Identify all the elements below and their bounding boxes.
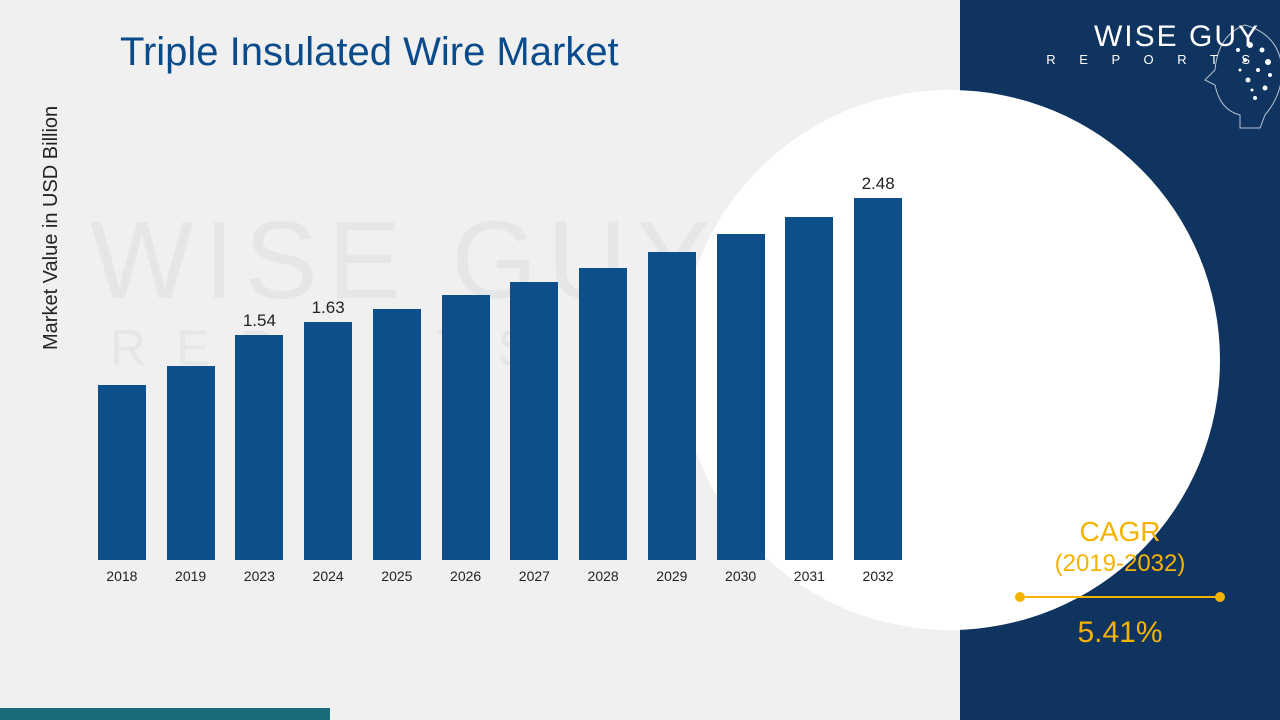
bar-rect [98,385,146,560]
bar-x-label: 2031 [794,568,825,584]
bar-slot: 2031 [783,213,837,560]
bar-rect [854,198,902,560]
bar-rect [167,366,215,560]
bar-slot: 1.542023 [233,311,287,560]
bar-slot: 2028 [576,264,630,560]
bar-slot: 2018 [95,381,149,560]
bar-rect [510,282,558,560]
bar-x-label: 2026 [450,568,481,584]
bar-chart: Market Value in USD Billion 201820191.54… [50,150,910,590]
bar-rect [648,252,696,560]
bar-x-label: 2023 [244,568,275,584]
bar-rect [304,322,352,560]
cagr-block: CAGR (2019-2032) 5.41% [1000,516,1240,650]
bar-x-label: 2028 [588,568,619,584]
cagr-years: (2019-2032) [1000,550,1240,578]
bar-rect [717,234,765,560]
brand-logo: WISE GUY R E P O R T S [1046,20,1260,67]
bar-slot: 2019 [164,362,218,560]
bar-x-label: 2027 [519,568,550,584]
bar-x-label: 2025 [381,568,412,584]
bar-slot: 2025 [370,305,424,560]
bar-x-label: 2030 [725,568,756,584]
bar-value-label: 2.48 [862,174,895,194]
bar-slot: 2029 [645,248,699,560]
bars-container: 2018 2019 1.542023 1.632024 2025 2026 2027 2028… [95,160,905,560]
bar-rect [235,335,283,560]
bar-rect [579,268,627,560]
bar-slot: 2027 [508,278,562,560]
bar-rect [785,217,833,560]
bar-x-label: 2018 [106,568,137,584]
cagr-value: 5.41% [1000,616,1240,650]
bar-value-label: 1.54 [243,311,276,331]
chart-title: Triple Insulated Wire Market [120,30,619,75]
bar-slot: 2.482032 [851,174,905,560]
bar-x-label: 2029 [656,568,687,584]
bar-slot: 2026 [439,291,493,560]
bar-x-label: 2024 [313,568,344,584]
bar-slot: 1.632024 [301,298,355,560]
cagr-divider [1020,596,1220,598]
bar-value-label: 1.63 [312,298,345,318]
bar-rect [442,295,490,560]
cagr-title: CAGR [1000,516,1240,548]
bar-x-label: 2032 [863,568,894,584]
logo-text-2: R E P O R T S [1046,52,1260,67]
bottom-strip [0,708,330,720]
bar-x-label: 2019 [175,568,206,584]
y-axis-label: Market Value in USD Billion [40,106,63,350]
logo-text-1: WISE GUY [1046,20,1260,54]
bar-rect [373,309,421,560]
bar-slot: 2030 [714,230,768,560]
